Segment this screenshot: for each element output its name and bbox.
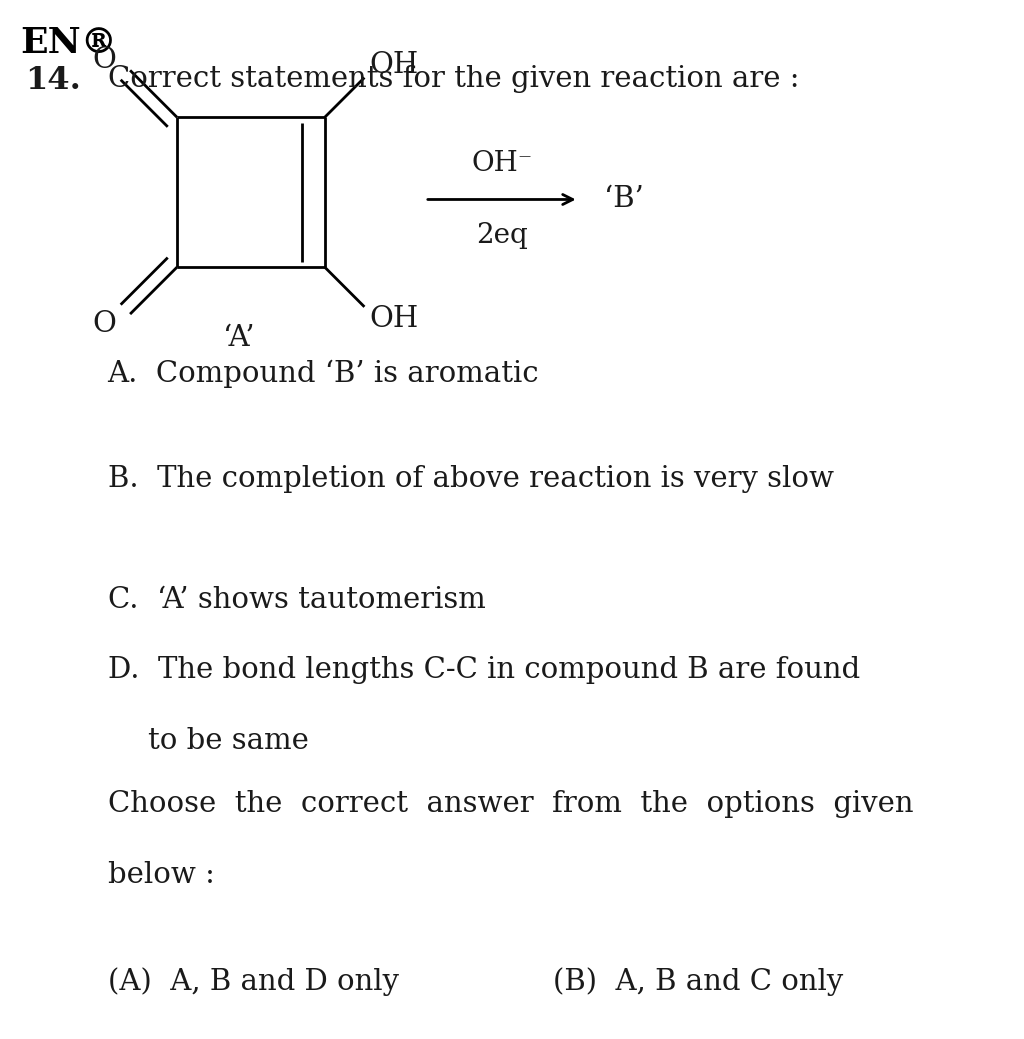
Text: OH: OH bbox=[370, 305, 419, 334]
Text: A.  Compound ‘B’ is aromatic: A. Compound ‘B’ is aromatic bbox=[108, 359, 540, 388]
Text: ‘B’: ‘B’ bbox=[604, 186, 644, 213]
Text: Choose  the  correct  answer  from  the  options  given: Choose the correct answer from the optio… bbox=[108, 791, 913, 819]
Text: OH⁻: OH⁻ bbox=[471, 150, 532, 177]
Text: 14.: 14. bbox=[26, 65, 82, 97]
Text: to be same: to be same bbox=[148, 727, 309, 755]
Text: OH: OH bbox=[370, 51, 419, 79]
Text: O: O bbox=[92, 311, 117, 339]
Text: O: O bbox=[92, 46, 117, 74]
Text: (A)  A, B and D only: (A) A, B and D only bbox=[108, 967, 398, 996]
Text: C.  ‘A’ shows tautomerism: C. ‘A’ shows tautomerism bbox=[108, 586, 485, 614]
Text: B.  The completion of above reaction is very slow: B. The completion of above reaction is v… bbox=[108, 465, 834, 494]
Text: ‘A’: ‘A’ bbox=[223, 324, 254, 352]
Text: 2eq: 2eq bbox=[476, 222, 527, 249]
Text: Correct statements for the given reaction are :: Correct statements for the given reactio… bbox=[108, 65, 799, 94]
Text: EN®: EN® bbox=[20, 26, 118, 60]
Text: (B)  A, B and C only: (B) A, B and C only bbox=[553, 967, 843, 996]
Text: below :: below : bbox=[108, 861, 214, 889]
Text: D.  The bond lengths C-C in compound B are found: D. The bond lengths C-C in compound B ar… bbox=[108, 657, 859, 685]
